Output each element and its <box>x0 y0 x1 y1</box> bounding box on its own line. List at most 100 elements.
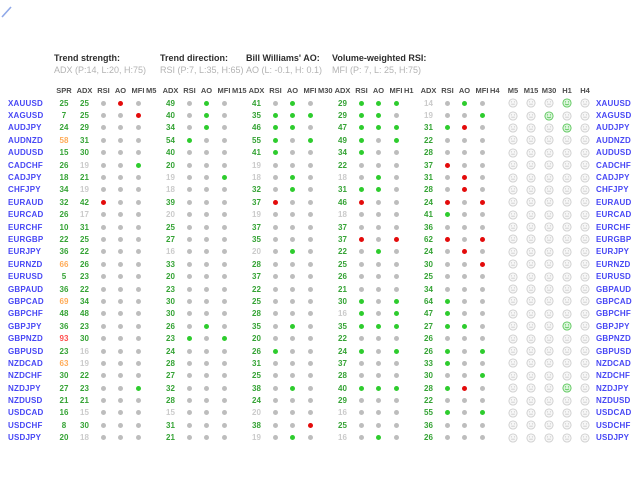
pair-label-right[interactable]: NZDJPY <box>596 383 629 393</box>
adx-value-m15: 30 <box>166 296 175 306</box>
smiley-neutral-icon-m30 <box>540 396 558 406</box>
pair-label-right[interactable]: GBPAUD <box>596 284 632 294</box>
pair-label[interactable]: USDJPY <box>8 433 42 443</box>
pair-label[interactable]: CHFJPY <box>8 185 41 195</box>
pair-label-right[interactable]: CHFJPY <box>596 185 629 195</box>
ao-signal-dot <box>118 373 123 379</box>
pair-label-right[interactable]: GBPCAD <box>596 296 632 306</box>
pair-label-right[interactable]: GBPNZD <box>596 334 631 344</box>
mfi-signal-dot <box>479 323 485 329</box>
pair-label[interactable]: GBPCHF <box>8 309 43 319</box>
pair-label[interactable]: XAUUSD <box>8 98 43 108</box>
adx-value-m15: 28 <box>166 358 175 368</box>
adx-value-m15: 23 <box>166 334 175 344</box>
rsi-dot-m15 <box>181 274 198 280</box>
ao-signal-dot <box>118 298 123 304</box>
rsi-signal-dot <box>273 249 278 255</box>
rsi-dot-h4 <box>439 113 456 119</box>
pair-label[interactable]: GBPUSD <box>8 346 44 356</box>
mfi-signal-dot <box>479 360 485 366</box>
pair-label-right[interactable]: CADJPY <box>596 173 630 183</box>
pair-label-right[interactable]: AUDNZD <box>596 135 631 145</box>
smiley-neutral-icon-m15 <box>522 408 540 418</box>
ao-dot-m15 <box>198 311 215 317</box>
mfi-dot-h4 <box>473 150 491 156</box>
pair-label[interactable]: EURUSD <box>8 272 43 282</box>
pair-label-right[interactable]: NZDCHF <box>596 371 631 381</box>
pair-label-right[interactable]: EURUSD <box>596 272 631 282</box>
pair-label[interactable]: AUDUSD <box>8 148 44 158</box>
pair-label[interactable]: NZDJPY <box>8 383 41 393</box>
pair-label-right[interactable]: USDJPY <box>596 433 630 443</box>
mfi-dot-m5 <box>129 150 147 156</box>
pair-label-right[interactable]: NZDCAD <box>596 358 631 368</box>
mfi-dot-m5 <box>129 100 147 106</box>
pair-label[interactable]: GBPJPY <box>8 321 42 331</box>
smiley-neutral-icon-h4 <box>576 420 594 430</box>
pair-label-right[interactable]: USDCAD <box>596 408 632 418</box>
pair-label-right[interactable]: USDCHF <box>596 420 631 430</box>
pair-label[interactable]: EURCHF <box>8 222 43 232</box>
pair-label-right[interactable]: EURGBP <box>596 234 632 244</box>
mfi-signal-dot <box>479 137 485 143</box>
pair-label[interactable]: AUDNZD <box>8 135 43 145</box>
adx-value-m5: 34 <box>80 296 89 306</box>
rsi-dot-m5 <box>95 348 112 354</box>
ao-dot-h4 <box>456 224 473 230</box>
pair-label-right[interactable]: NZDUSD <box>596 396 631 406</box>
ao-signal-dot <box>462 360 467 366</box>
mfi-signal-dot <box>393 236 399 242</box>
pair-label[interactable]: EURJPY <box>8 247 42 257</box>
pair-label[interactable]: GBPNZD <box>8 334 43 344</box>
mfi-signal-dot <box>135 199 141 205</box>
rsi-signal-dot <box>359 360 364 366</box>
pair-label-right[interactable]: AUDJPY <box>596 123 630 133</box>
ao-dot-m15 <box>198 410 215 416</box>
rsi-dot-m15 <box>181 336 198 342</box>
pair-label-right[interactable]: EURAUD <box>596 197 632 207</box>
pair-label[interactable]: EURGBP <box>8 234 44 244</box>
mfi-signal-dot <box>221 236 227 242</box>
pair-label-right[interactable]: XAGUSD <box>596 111 632 121</box>
pair-label[interactable]: NZDCHF <box>8 371 43 381</box>
pair-label-right[interactable]: CADCHF <box>596 160 631 170</box>
pair-label-right[interactable]: EURNZD <box>596 259 631 269</box>
pair-label[interactable]: NZDCAD <box>8 358 43 368</box>
rsi-signal-dot <box>101 212 106 218</box>
adx-value-m15: 25 <box>166 222 175 232</box>
spr-value: 34 <box>59 185 69 195</box>
pair-label[interactable]: EURNZD <box>8 259 43 269</box>
pair-label-right[interactable]: EURJPY <box>596 247 630 257</box>
pair-label[interactable]: XAGUSD <box>8 111 44 121</box>
ao-dot-h1 <box>370 323 387 329</box>
rsi-dot-m15 <box>181 162 198 168</box>
pair-label-right[interactable]: AUDUSD <box>596 148 632 158</box>
adx-value-m30: 28 <box>252 309 261 319</box>
smiley-happy-icon-h1 <box>558 321 576 331</box>
pair-label-right[interactable]: GBPCHF <box>596 309 631 319</box>
ao-dot-m30 <box>284 360 301 366</box>
pair-label[interactable]: EURCAD <box>8 210 44 220</box>
mfi-signal-dot <box>479 150 485 156</box>
pair-label[interactable]: CADJPY <box>8 173 42 183</box>
rsi-dot-m5 <box>95 212 112 218</box>
ao-dot-m15 <box>198 137 215 143</box>
smiley-neutral-icon-m5 <box>504 160 522 170</box>
pair-label[interactable]: EURAUD <box>8 197 44 207</box>
pair-label-right[interactable]: GBPUSD <box>596 346 632 356</box>
pair-label[interactable]: USDCHF <box>8 420 43 430</box>
pair-label[interactable]: GBPCAD <box>8 296 44 306</box>
pair-label-right[interactable]: XAUUSD <box>596 98 631 108</box>
pair-label[interactable]: NZDUSD <box>8 396 43 406</box>
pair-label-right[interactable]: EURCHF <box>596 222 631 232</box>
mfi-dot-h1 <box>387 162 405 168</box>
pair-label[interactable]: CADCHF <box>8 160 43 170</box>
smiley-neutral-icon-m15 <box>522 160 540 170</box>
rsi-signal-dot <box>445 410 450 416</box>
pair-label-right[interactable]: GBPJPY <box>596 321 630 331</box>
pair-label-right[interactable]: EURCAD <box>596 210 632 220</box>
mfi-signal-dot <box>135 175 141 181</box>
pair-label[interactable]: GBPAUD <box>8 284 44 294</box>
pair-label[interactable]: USDCAD <box>8 408 44 418</box>
pair-label[interactable]: AUDJPY <box>8 123 42 133</box>
